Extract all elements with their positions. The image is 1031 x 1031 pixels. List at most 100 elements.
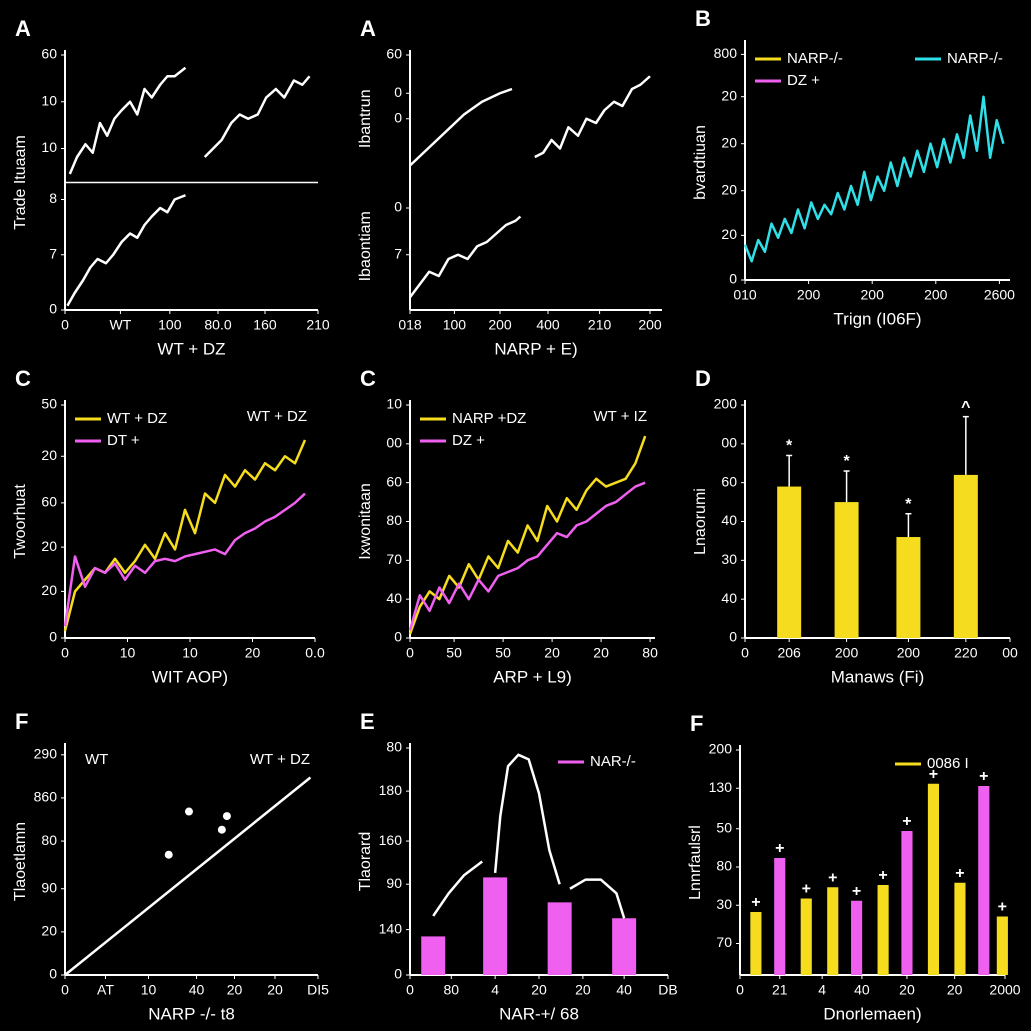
y-tick-label: 60 [386, 473, 402, 489]
annotation: WT + DZ [250, 751, 310, 768]
y-tick-label: 20 [721, 181, 737, 197]
y-tick-label: 0 [49, 301, 57, 317]
x-tick-label: 0 [736, 982, 744, 998]
line [408, 435, 647, 635]
x-tick-label: 20 [267, 982, 283, 998]
bar [483, 877, 508, 975]
line [203, 75, 311, 158]
x-tick-label: 80.0 [204, 317, 231, 333]
panel-label: F [690, 711, 703, 736]
point [222, 812, 231, 821]
y-tick-label: 90 [386, 875, 402, 891]
y-tick-label: 70 [386, 551, 402, 567]
bar [896, 537, 921, 638]
x-tick-label: 20 [575, 982, 591, 998]
panel-label: A [360, 16, 376, 41]
x-tick-label: 10 [141, 982, 157, 998]
y-tick-label: 40 [386, 590, 402, 606]
legend-label: NARP +DZ [452, 410, 526, 427]
y-tick-label: 0 [49, 966, 57, 982]
bar [834, 502, 859, 638]
bar-annotation: + [828, 869, 837, 886]
line [64, 776, 312, 976]
x-tick-label: 0 [406, 982, 414, 998]
panel-label: E [360, 709, 375, 734]
line [63, 439, 307, 632]
x-tick-label: 50 [446, 645, 462, 661]
panel-label: A [15, 16, 31, 41]
x-tick-label: 2000 [989, 982, 1020, 998]
point [184, 807, 193, 816]
bar [612, 918, 637, 975]
y-axis-label: Lnaorumi [692, 488, 709, 555]
y-axis-label: Trade Ituaam [12, 135, 29, 230]
x-axis-label: NARP -/- t8 [148, 1004, 235, 1023]
x-tick-label: 0 [406, 645, 414, 661]
y-tick-label: 160 [379, 832, 403, 848]
x-axis-label: NARP + E) [494, 339, 577, 358]
y-tick-label: 00 [721, 435, 737, 451]
legend-label: WT + DZ [107, 410, 167, 427]
x-tick-label: DI5 [307, 982, 329, 998]
x-tick-label: 206 [777, 645, 801, 661]
bar-annotation: + [929, 766, 938, 783]
bar [978, 786, 990, 975]
x-tick-label: 40 [616, 982, 632, 998]
bar [901, 831, 913, 975]
x-tick-label: 0 [61, 982, 69, 998]
x-tick-label: 010 [733, 287, 757, 303]
line [63, 492, 306, 627]
x-tick-label: 200 [924, 287, 948, 303]
x-tick-label: 80 [642, 645, 658, 661]
y-tick-label: 0 [394, 966, 402, 982]
panel-label: D [695, 366, 711, 391]
bar-annotation: + [902, 813, 911, 830]
x-axis-label: WT + DZ [157, 339, 225, 358]
y-tick-label: 50 [41, 396, 57, 412]
line [534, 75, 651, 159]
y-tick-label: 0 [394, 629, 402, 645]
bar-annotation: + [955, 865, 964, 882]
x-tick-label: 0 [741, 645, 749, 661]
legend-label: NAR-/- [590, 753, 636, 770]
y-tick-label: 30 [721, 551, 737, 567]
y-tick-label: 10 [41, 139, 57, 155]
annotation: WT + IZ [594, 408, 647, 425]
legend-label: NARP-/- [947, 50, 1003, 67]
bar-annotation: ^ [961, 399, 970, 416]
x-tick-label: 21 [772, 982, 788, 998]
panel-label: C [360, 366, 376, 391]
legend-label: DZ + [452, 432, 485, 449]
x-tick-label: 20 [544, 645, 560, 661]
y-tick-label: 20 [41, 538, 57, 554]
y-tick-label: 130 [709, 779, 733, 795]
x-tick-label: 200 [897, 645, 921, 661]
bar-annotation: + [775, 840, 784, 857]
bar [750, 912, 762, 975]
legend-label: DZ + [787, 72, 820, 89]
y-tick-label: 200 [709, 741, 733, 757]
y-tick-label: 0 [394, 84, 402, 100]
y-tick-label: 860 [34, 789, 58, 805]
x-axis-label: NAR-+/ 68 [499, 1004, 579, 1023]
x-tick-label: 018 [398, 317, 422, 333]
y-tick-label: 140 [379, 920, 403, 936]
y-tick-label: 10 [41, 92, 57, 108]
y-tick-label: 40 [721, 512, 737, 528]
x-tick-label: DB [658, 982, 677, 998]
x-tick-label: 160 [253, 317, 277, 333]
x-tick-label: WT [110, 317, 132, 333]
bar [800, 898, 812, 975]
x-tick-label: 20 [593, 645, 609, 661]
x-axis-label: Manaws (Fi) [831, 667, 925, 686]
legend-label: NARP-/- [787, 50, 843, 67]
bar-annotation: + [751, 894, 760, 911]
line [432, 753, 626, 919]
x-axis-label: ARP + L9) [493, 667, 572, 686]
x-tick-label: 0 [61, 645, 69, 661]
bar [927, 783, 940, 975]
x-tick-label: 80 [443, 982, 459, 998]
x-tick-label: 20 [947, 982, 963, 998]
y-tick-label: 20 [41, 447, 57, 463]
bar-annotation: * [843, 453, 850, 470]
